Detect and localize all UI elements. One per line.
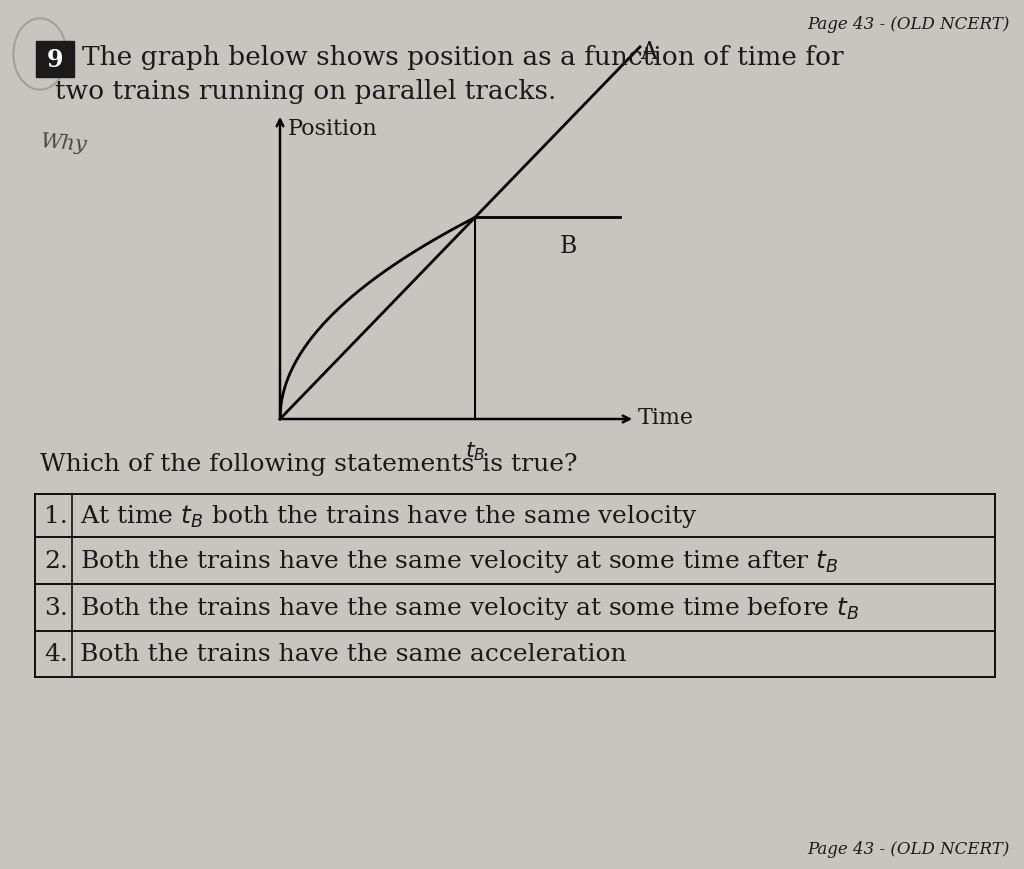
Bar: [36, 42, 74, 78]
Text: The graph below shows position as a function of time for: The graph below shows position as a func…: [82, 45, 844, 70]
Text: Which of the following statements is true?: Which of the following statements is tru…: [40, 453, 578, 476]
Text: Both the trains have the same acceleration: Both the trains have the same accelerati…: [80, 643, 627, 666]
Text: Page 43 - (OLD NCERT): Page 43 - (OLD NCERT): [808, 16, 1010, 33]
Text: 2.: 2.: [44, 549, 68, 573]
Text: $t_B$: $t_B$: [465, 440, 485, 462]
Text: 4.: 4.: [44, 643, 68, 666]
Text: 1.: 1.: [44, 504, 68, 527]
Text: two trains running on parallel tracks.: two trains running on parallel tracks.: [55, 79, 556, 104]
Text: A: A: [640, 42, 657, 64]
Text: 9: 9: [47, 48, 63, 72]
Text: At time $t_B$ both the trains have the same velocity: At time $t_B$ both the trains have the s…: [80, 502, 698, 529]
Text: Both the trains have the same velocity at some time before $t_B$: Both the trains have the same velocity a…: [80, 594, 859, 621]
Text: Both the trains have the same velocity at some time after $t_B$: Both the trains have the same velocity a…: [80, 547, 839, 574]
Text: Why: Why: [40, 132, 88, 156]
Text: 3.: 3.: [44, 596, 68, 620]
Text: Page 43 - (OLD NCERT): Page 43 - (OLD NCERT): [808, 840, 1010, 857]
Text: Time: Time: [638, 407, 694, 428]
Text: Position: Position: [288, 118, 378, 140]
Text: B: B: [560, 235, 578, 257]
